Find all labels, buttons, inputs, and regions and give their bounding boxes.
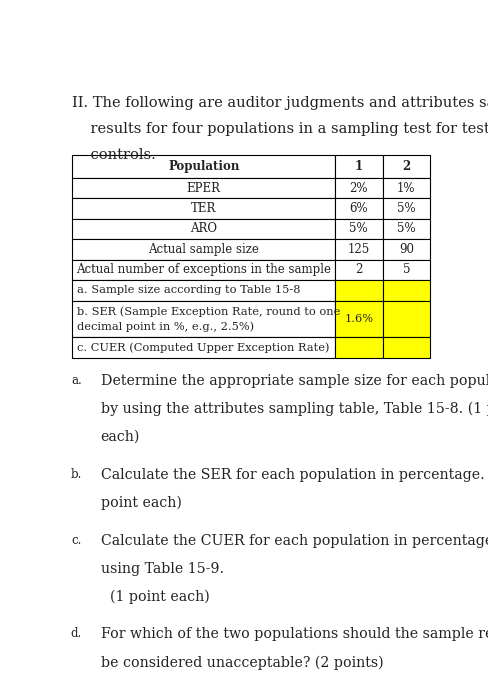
Text: EPER: EPER [187, 181, 221, 195]
Text: Actual sample size: Actual sample size [148, 243, 259, 256]
Text: 5%: 5% [397, 223, 416, 235]
Text: d.: d. [71, 627, 82, 640]
Bar [383, 239, 430, 260]
Text: each): each) [101, 430, 140, 444]
Bar [72, 301, 335, 337]
Text: 125: 125 [347, 243, 370, 256]
Bar [335, 219, 383, 239]
Bar [383, 155, 430, 178]
Text: a.: a. [71, 374, 82, 387]
Text: point each): point each) [101, 496, 182, 510]
Bar [335, 155, 383, 178]
Bar [335, 198, 383, 219]
Bar [383, 178, 430, 198]
Bar [335, 260, 383, 280]
Bar [72, 155, 335, 178]
Text: b. SER (Sample Exception Rate, round to one: b. SER (Sample Exception Rate, round to … [77, 306, 340, 316]
Text: (1 point each): (1 point each) [101, 589, 209, 604]
Bar [335, 280, 383, 301]
Bar [72, 239, 335, 260]
Text: Actual number of exceptions in the sample: Actual number of exceptions in the sampl… [76, 263, 331, 276]
Bar [335, 178, 383, 198]
Text: 2%: 2% [349, 181, 368, 195]
Text: 5%: 5% [349, 223, 368, 235]
Text: a. Sample size according to Table 15-8: a. Sample size according to Table 15-8 [77, 286, 301, 295]
Bar [72, 280, 335, 301]
Text: c. CUER (Computed Upper Exception Rate): c. CUER (Computed Upper Exception Rate) [77, 342, 329, 353]
Text: II. The following are auditor judgments and attributes sampling: II. The following are auditor judgments … [72, 96, 488, 110]
Bar [335, 239, 383, 260]
Bar [383, 198, 430, 219]
Text: 5: 5 [403, 263, 410, 276]
Text: controls.: controls. [72, 148, 156, 162]
Text: Calculate the CUER for each population in percentage by: Calculate the CUER for each population i… [101, 533, 488, 547]
Text: Calculate the SER for each population in percentage. (1: Calculate the SER for each population in… [101, 468, 488, 482]
Bar [383, 301, 430, 337]
Bar [72, 260, 335, 280]
Text: Population: Population [168, 160, 240, 173]
Bar [383, 280, 430, 301]
Text: TER: TER [191, 202, 216, 215]
Text: 2: 2 [402, 160, 410, 173]
Bar [383, 219, 430, 239]
Text: be considered unacceptable? (2 points): be considered unacceptable? (2 points) [101, 655, 384, 670]
Text: 1%: 1% [397, 181, 416, 195]
Bar [72, 219, 335, 239]
Text: 1: 1 [355, 160, 363, 173]
Text: Determine the appropriate sample size for each population: Determine the appropriate sample size fo… [101, 374, 488, 388]
Text: 90: 90 [399, 243, 414, 256]
Text: results for four populations in a sampling test for test of: results for four populations in a sampli… [72, 122, 488, 136]
Bar [72, 337, 335, 358]
Text: by using the attributes sampling table, Table 15-8. (1 point: by using the attributes sampling table, … [101, 402, 488, 416]
Text: using Table 15-9.: using Table 15-9. [101, 561, 224, 575]
Text: ARO: ARO [190, 223, 217, 235]
Bar [335, 337, 383, 358]
Text: For which of the two populations should the sample results: For which of the two populations should … [101, 627, 488, 641]
Text: b.: b. [70, 468, 82, 481]
Bar [383, 260, 430, 280]
Bar [72, 198, 335, 219]
Bar [72, 178, 335, 198]
Text: 5%: 5% [397, 202, 416, 215]
Text: 2: 2 [355, 263, 363, 276]
Bar [335, 301, 383, 337]
Bar [383, 337, 430, 358]
Text: 1.6%: 1.6% [345, 314, 373, 324]
Text: 6%: 6% [349, 202, 368, 215]
Text: decimal point in %, e.g., 2.5%): decimal point in %, e.g., 2.5%) [77, 321, 254, 332]
Text: c.: c. [71, 533, 82, 547]
